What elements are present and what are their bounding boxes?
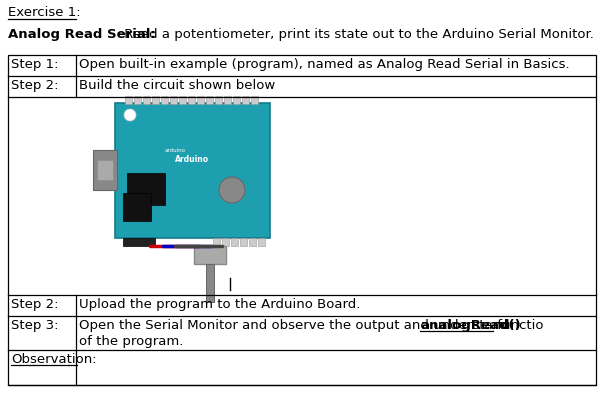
Bar [224,96,231,104]
Text: Step 3:: Step 3: [11,319,58,332]
Bar [115,103,270,238]
Bar [206,264,214,302]
Text: arduino: arduino [165,148,186,153]
Text: Upload the program to the Arduino Board.: Upload the program to the Arduino Board. [79,298,361,311]
Text: Arduino: Arduino [175,156,209,165]
Bar [242,96,249,104]
Bar [93,150,117,190]
Bar [134,96,141,104]
Text: of the program.: of the program. [79,335,184,348]
Circle shape [124,109,136,121]
Bar [179,96,186,104]
Bar [231,238,238,246]
Text: Open the Serial Monitor and observe the output and understand: Open the Serial Monitor and observe the … [79,319,514,332]
Bar [197,96,204,104]
Text: Step 1:: Step 1: [11,58,58,71]
Text: Observation:: Observation: [11,353,97,366]
Bar [222,238,229,246]
Bar [143,96,150,104]
Bar [188,96,195,104]
Bar [249,238,256,246]
Bar [170,96,177,104]
Bar [123,238,155,246]
Text: Open built-in example (program), named as Analog Read Serial in Basics.: Open built-in example (program), named a… [79,58,569,71]
Text: Exercise 1:: Exercise 1: [8,6,81,19]
Text: Build the circuit shown below: Build the circuit shown below [79,79,275,92]
Text: Step 2:: Step 2: [11,298,58,311]
Text: Analog Read Serial:: Analog Read Serial: [8,28,156,41]
Bar [240,238,247,246]
Bar [215,96,222,104]
Bar [125,96,132,104]
Bar [206,96,213,104]
Bar [123,193,151,221]
Bar [8,55,596,385]
Text: Step 2:: Step 2: [11,79,58,92]
Bar [161,96,168,104]
Bar [258,238,265,246]
Bar [233,96,240,104]
Bar [213,238,220,246]
Bar [194,246,226,264]
Text: analogRead(): analogRead() [420,319,521,332]
Bar [251,96,258,104]
Circle shape [219,177,245,203]
Text: functio: functio [493,319,544,332]
Bar [127,173,165,205]
Bar [97,160,113,180]
Bar [152,96,159,104]
Text: Read a potentiometer, print its state out to the Arduino Serial Monitor.: Read a potentiometer, print its state ou… [120,28,594,41]
